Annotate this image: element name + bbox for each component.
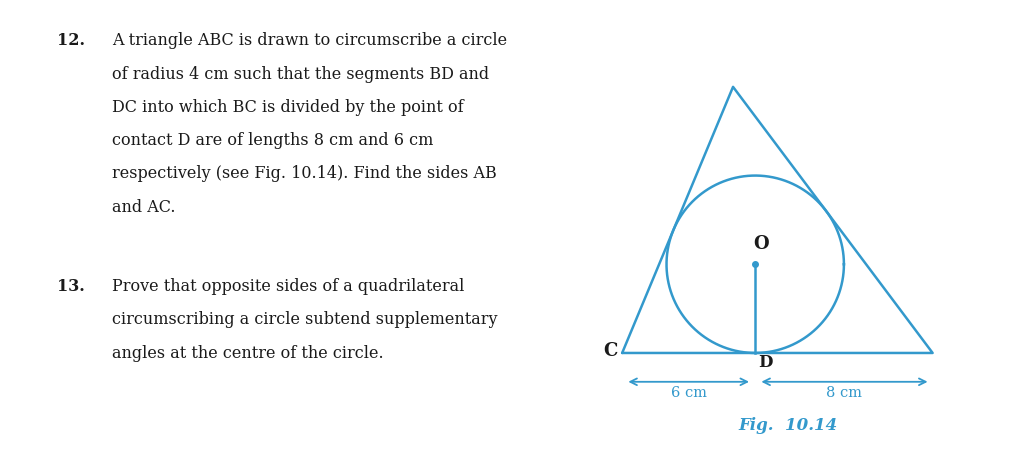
Text: Fig.  10.14: Fig. 10.14 [739,417,838,434]
Text: and AC.: and AC. [112,199,175,216]
Text: circumscribing a circle subtend supplementary: circumscribing a circle subtend suppleme… [112,311,498,328]
Text: D: D [759,354,773,371]
Text: contact D are of lengths 8 cm and 6 cm: contact D are of lengths 8 cm and 6 cm [112,132,433,149]
Text: O: O [753,235,769,253]
Text: of radius 4 cm such that the segments BD and: of radius 4 cm such that the segments BD… [112,66,488,83]
Text: A triangle ABC is drawn to circumscribe a circle: A triangle ABC is drawn to circumscribe … [112,32,507,49]
Text: C: C [603,342,617,360]
Text: Prove that opposite sides of a quadrilateral: Prove that opposite sides of a quadrilat… [112,278,464,295]
Text: 12.: 12. [57,32,85,49]
Text: 6 cm: 6 cm [671,386,707,400]
Text: respectively (see Fig. 10.14). Find the sides AB: respectively (see Fig. 10.14). Find the … [112,165,497,182]
Text: DC into which BC is divided by the point of: DC into which BC is divided by the point… [112,99,464,116]
Text: 8 cm: 8 cm [826,386,862,400]
Text: angles at the centre of the circle.: angles at the centre of the circle. [112,345,383,362]
Text: 13.: 13. [57,278,85,295]
